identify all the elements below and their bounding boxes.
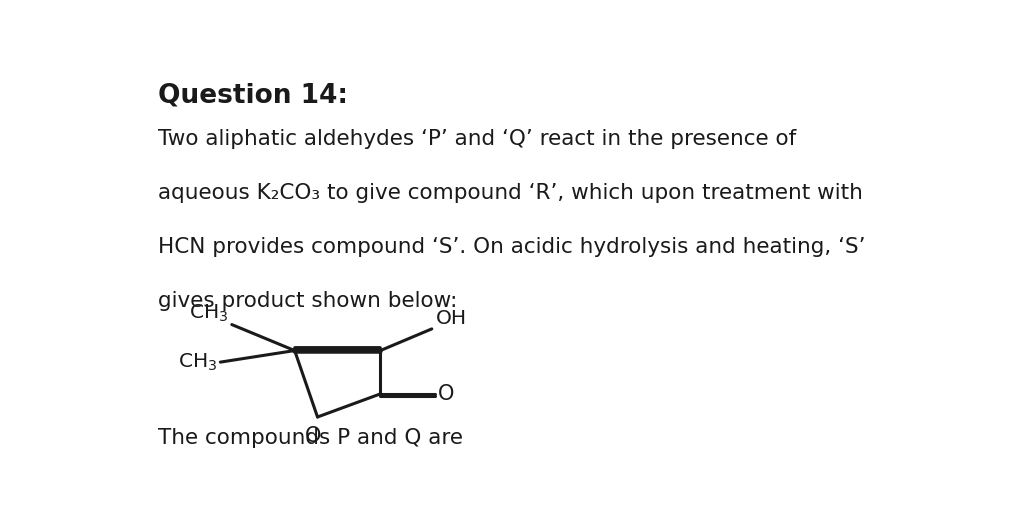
Text: HCN provides compound ‘S’. On acidic hydrolysis and heating, ‘S’: HCN provides compound ‘S’. On acidic hyd… [158,237,865,257]
Text: Two aliphatic aldehydes ‘P’ and ‘Q’ react in the presence of: Two aliphatic aldehydes ‘P’ and ‘Q’ reac… [158,129,797,148]
Text: gives product shown below:: gives product shown below: [158,291,458,311]
Text: The compounds P and Q are: The compounds P and Q are [158,428,463,448]
Text: O: O [438,384,455,404]
Text: O: O [305,426,322,446]
Text: aqueous K₂CO₃ to give compound ‘R’, which upon treatment with: aqueous K₂CO₃ to give compound ‘R’, whic… [158,183,863,203]
Text: OH: OH [436,309,467,328]
Text: CH$_3$: CH$_3$ [189,303,228,324]
Text: Question 14:: Question 14: [158,83,348,108]
Text: CH$_3$: CH$_3$ [178,352,217,373]
